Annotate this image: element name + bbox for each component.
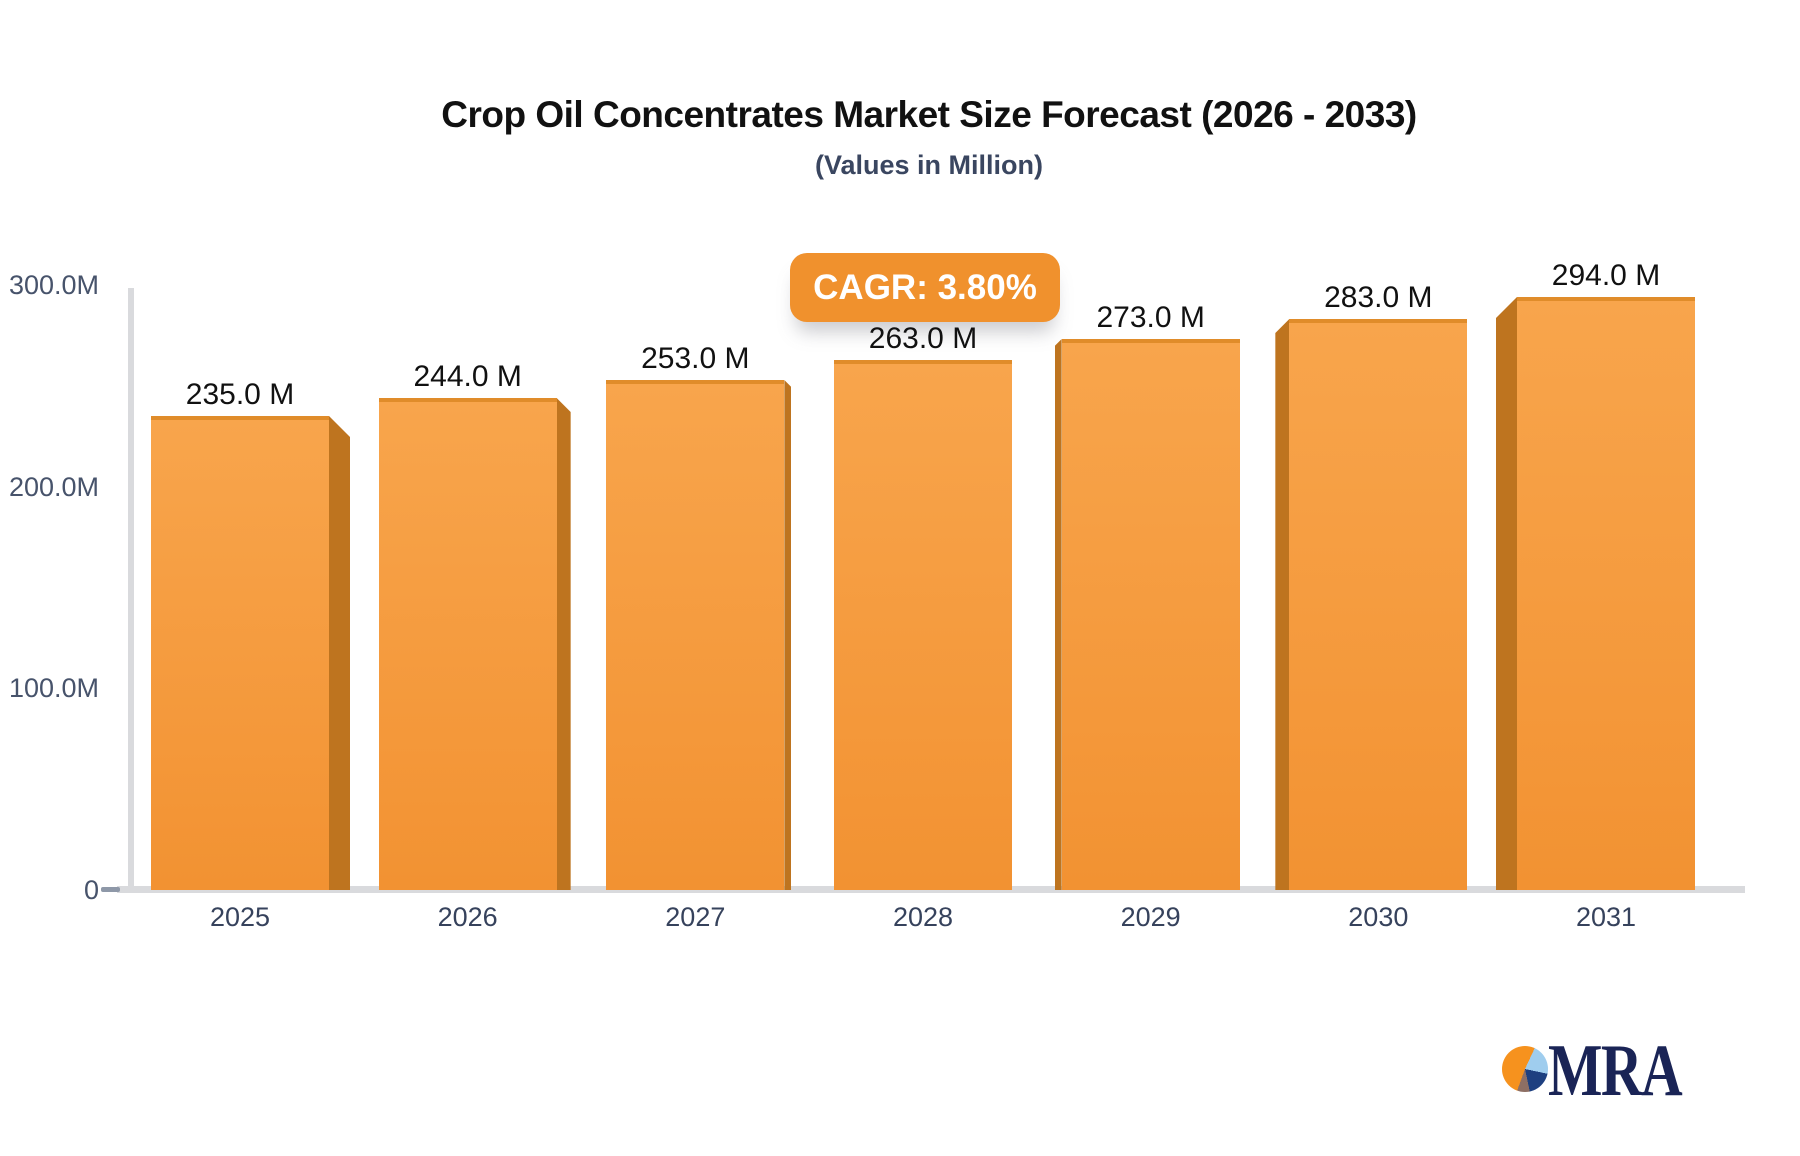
bar: [1517, 297, 1695, 890]
bar-side-face: [329, 416, 350, 890]
y-axis-tick-label: 100.0M: [8, 673, 99, 704]
bar-value-label: 283.0 M: [1324, 281, 1433, 314]
bar-value-label: 244.0 M: [413, 360, 522, 393]
bar-value-label: 294.0 M: [1551, 259, 1661, 292]
chart-subtitle: (Values in Million): [814, 150, 1044, 180]
y-axis-tick-label: 0: [83, 875, 99, 905]
bar-side-face: [1275, 319, 1290, 890]
x-axis-label: 2029: [1120, 902, 1181, 932]
y-axis-line: [128, 288, 134, 893]
bar: [834, 360, 1012, 890]
x-axis-label: 2027: [665, 902, 726, 932]
bar-value-label: 235.0 M: [185, 378, 295, 411]
zero-tick-mark: [101, 887, 120, 892]
y-axis-tick-label: 200.0M: [8, 471, 99, 502]
cagr-badge: CAGR: 3.80%: [790, 253, 1060, 322]
bar: [606, 380, 785, 890]
x-axis-label: 2031: [1575, 902, 1637, 932]
chart-title: Crop Oil Concentrates Market Size Foreca…: [441, 94, 1417, 135]
pie-chart-icon: [1502, 1046, 1548, 1092]
bar: [378, 398, 557, 890]
bar-side-face: [1054, 339, 1062, 890]
bar-side-face: [556, 398, 571, 890]
bar-side-face: [784, 380, 792, 890]
bar: [1289, 319, 1468, 890]
x-axis-label: 2030: [1348, 902, 1409, 932]
x-axis-label: 2028: [892, 902, 954, 932]
y-axis-tick-label: 300.0M: [8, 270, 99, 300]
bar: [151, 416, 329, 890]
x-axis-label: 2026: [437, 902, 498, 932]
bar-value-label: 263.0 M: [868, 322, 978, 355]
bar-value-label: 253.0 M: [641, 342, 750, 375]
bar-value-label: 273.0 M: [1096, 301, 1205, 334]
bar-side-face: [1496, 297, 1517, 890]
brand-logo: MRA: [1502, 1032, 1762, 1112]
bar: [1061, 339, 1240, 890]
brand-name: MRA: [1548, 1030, 1683, 1112]
x-axis-label: 2025: [209, 902, 271, 932]
